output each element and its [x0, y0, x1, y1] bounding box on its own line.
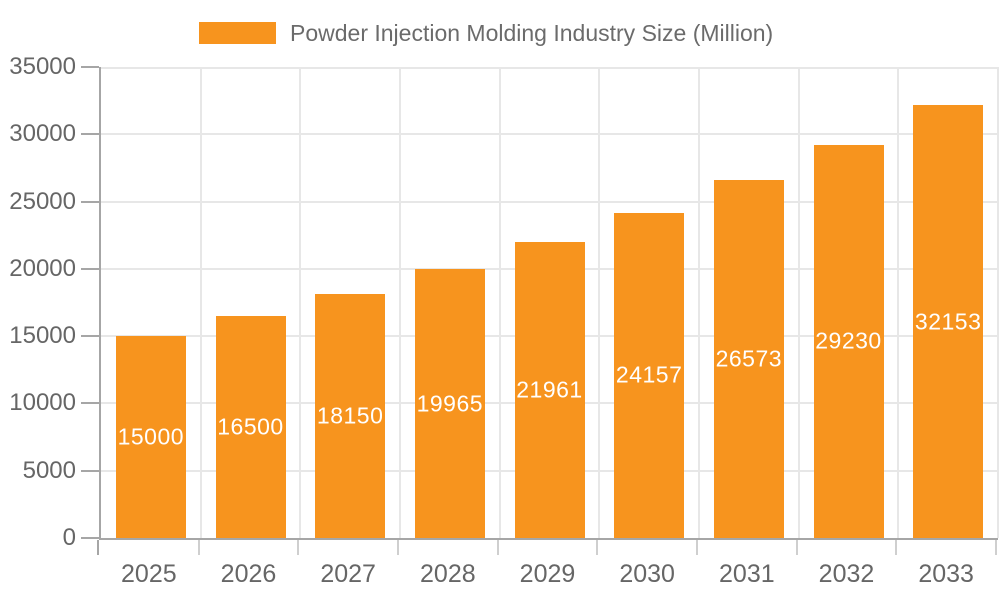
y-axis-tick [81, 537, 99, 539]
y-axis-tick [81, 200, 99, 203]
h-gridline [101, 67, 998, 69]
y-axis-tick [81, 133, 99, 136]
x-axis-tick [895, 540, 898, 555]
y-axis-tick-label: 10000 [9, 389, 76, 417]
v-gridline [299, 67, 302, 538]
bar-2030[interactable]: 24157 [614, 212, 685, 538]
y-axis-tick [81, 335, 99, 338]
bar-2027[interactable]: 18150 [315, 293, 386, 538]
y-axis-tick-label: 15000 [9, 322, 76, 350]
bar-2033[interactable]: 32153 [913, 105, 984, 538]
x-axis-tick-label: 2026 [220, 560, 277, 588]
x-axis-tick [297, 540, 300, 555]
v-gridline [997, 67, 999, 538]
x-axis-tick-label: 2031 [719, 560, 775, 588]
h-gridline [101, 133, 998, 136]
v-gridline [498, 67, 501, 538]
bar-value-label: 19965 [416, 390, 484, 417]
bar-value-label: 26573 [715, 345, 783, 372]
legend-label: Powder Injection Molding Industry Size (… [290, 20, 774, 46]
x-axis-tick [995, 540, 997, 555]
bar-value-label: 32153 [914, 308, 982, 335]
x-axis-tick [795, 540, 798, 555]
x-axis-tick [496, 540, 499, 555]
v-gridline [399, 67, 401, 538]
v-gridline [199, 67, 202, 538]
x-axis-tick-label: 2033 [918, 560, 974, 588]
bar-value-label: 16500 [217, 413, 284, 440]
y-axis-tick-label: 30000 [9, 120, 76, 148]
bar-2031[interactable]: 26573 [713, 180, 784, 538]
h-gridline [101, 200, 998, 203]
plot-area: 15000 16500 18150 19965 21961 24157 26573 29230… [99, 67, 999, 540]
y-axis-tick-label: 5000 [22, 456, 76, 484]
x-axis-tick-label: 2025 [121, 560, 177, 588]
y-axis-tick-label: 0 [62, 524, 76, 551]
y-axis-tick [81, 267, 99, 270]
v-gridline [598, 67, 601, 538]
y-axis-tick-label: 20000 [9, 254, 76, 282]
x-axis-tick [397, 540, 399, 555]
y-axis-tick-label: 25000 [9, 187, 76, 215]
v-gridline [698, 67, 700, 538]
bar-value-label: 15000 [117, 423, 185, 450]
bar-2028[interactable]: 19965 [414, 269, 485, 538]
bar-value-label: 24157 [615, 361, 683, 388]
bar-value-label: 18150 [316, 402, 384, 429]
y-axis-tick-label: 35000 [9, 53, 76, 80]
legend-item[interactable]: Powder Injection Molding Industry Size (… [199, 16, 773, 50]
x-axis-tick [596, 540, 599, 555]
x-axis-tick-label: 2030 [619, 560, 675, 588]
bar-value-label: 21961 [516, 376, 583, 403]
y-axis-tick [81, 469, 99, 472]
x-axis-tick-label: 2027 [320, 560, 376, 588]
x-axis-tick [197, 540, 200, 555]
y-axis-tick [81, 66, 99, 68]
y-axis-tick [81, 402, 99, 405]
x-axis-tick-label: 2032 [818, 560, 875, 588]
x-axis-tick-label: 2029 [519, 560, 576, 588]
bar-2025[interactable]: 15000 [115, 336, 186, 538]
x-axis-tick [696, 540, 698, 555]
bar-2032[interactable]: 29230 [813, 144, 884, 538]
x-axis-tick [97, 540, 99, 555]
v-gridline [797, 67, 800, 538]
bar-value-label: 29230 [815, 327, 882, 354]
v-gridline [897, 67, 900, 538]
x-axis-tick-label: 2028 [420, 560, 476, 588]
bar-2026[interactable]: 16500 [215, 315, 286, 538]
legend-swatch-icon [199, 22, 276, 44]
bar-2029[interactable]: 21961 [514, 242, 585, 538]
